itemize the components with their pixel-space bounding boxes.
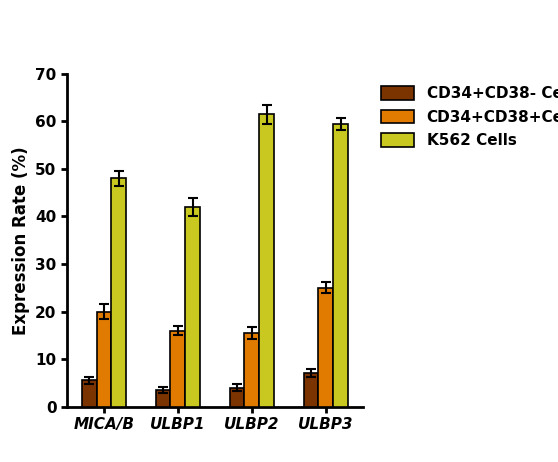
Legend: CD34+CD38- Cells, CD34+CD38+Cells, K562 Cells: CD34+CD38- Cells, CD34+CD38+Cells, K562 … (376, 82, 558, 153)
Bar (259, 114, 274, 407)
Bar (244, 333, 259, 407)
Bar (185, 207, 200, 407)
Bar (81, 380, 97, 407)
Bar (333, 124, 348, 407)
Bar (171, 330, 185, 407)
Bar (156, 390, 171, 407)
Bar (304, 373, 318, 407)
Bar (97, 311, 111, 407)
Bar (318, 288, 333, 407)
Bar (230, 388, 244, 407)
Y-axis label: Expression Rate (%): Expression Rate (%) (12, 146, 30, 334)
Bar (111, 178, 126, 407)
